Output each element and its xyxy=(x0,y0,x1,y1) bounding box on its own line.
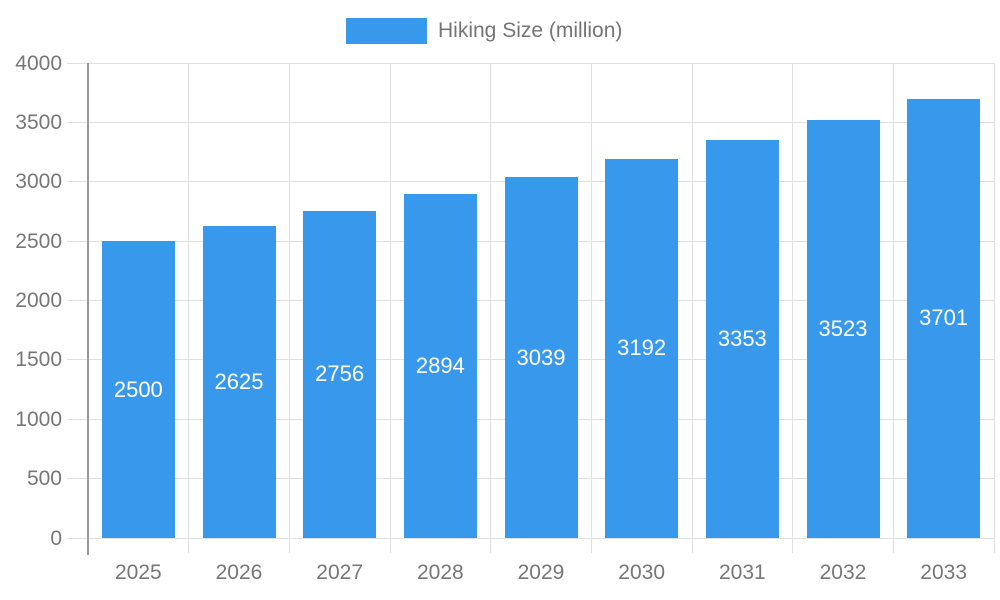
bar: 2756 xyxy=(303,210,377,538)
bar-value-label: 3353 xyxy=(717,325,767,351)
gridline-horizontal xyxy=(67,62,994,64)
y-tick-label: 3500 xyxy=(15,110,62,134)
y-tick-label: 2000 xyxy=(15,289,62,312)
gridline-horizontal xyxy=(67,121,994,123)
x-tick-label: 2028 xyxy=(416,561,464,584)
bar-value-label: 3701 xyxy=(919,305,969,331)
bar: 3192 xyxy=(605,158,679,538)
x-tick-label: 2027 xyxy=(316,561,364,584)
x-tick-label: 2029 xyxy=(517,561,565,584)
bar-value-label: 2756 xyxy=(315,361,365,387)
bar-value-label: 2894 xyxy=(415,353,465,379)
y-tick-label: 0 xyxy=(50,526,62,550)
y-tick-label: 2500 xyxy=(15,229,62,253)
x-tick-label: 2032 xyxy=(819,561,867,584)
y-tick-label: 3000 xyxy=(15,170,62,194)
x-tick-label: 2026 xyxy=(215,561,263,584)
x-tick-label: 2031 xyxy=(718,561,766,584)
x-tick-label: 2030 xyxy=(618,561,666,584)
x-tick-label: 2025 xyxy=(114,561,162,584)
legend-label: Hiking Size (million) xyxy=(438,19,623,42)
gridline-vertical xyxy=(792,63,794,553)
bar: 3523 xyxy=(806,119,880,538)
gridline-vertical xyxy=(288,63,290,553)
gridline-vertical xyxy=(389,63,391,553)
bar-value-label: 3039 xyxy=(516,344,566,370)
bar: 2500 xyxy=(101,241,175,538)
y-tick-label: 4000 xyxy=(15,51,62,75)
bar: 2894 xyxy=(403,194,477,538)
y-axis-line xyxy=(87,63,89,555)
gridline-vertical xyxy=(993,63,995,553)
bar: 3353 xyxy=(705,139,779,538)
chart-legend: Hiking Size (million) xyxy=(346,18,622,44)
gridline-horizontal xyxy=(67,537,994,539)
bar-value-label: 2500 xyxy=(113,376,163,402)
y-tick-label: 500 xyxy=(26,467,62,491)
bar-value-label: 3192 xyxy=(617,335,667,361)
y-tick-label: 1000 xyxy=(15,407,62,431)
gridline-vertical xyxy=(490,63,492,553)
x-tick-label: 2033 xyxy=(920,561,968,584)
bar: 2625 xyxy=(202,226,276,538)
bar: 3701 xyxy=(907,98,981,538)
gridline-vertical xyxy=(892,63,894,553)
legend-swatch xyxy=(346,18,427,44)
gridline-vertical xyxy=(691,63,693,553)
gridline-vertical xyxy=(590,63,592,553)
bar: 3039 xyxy=(504,177,578,538)
bar-value-label: 3523 xyxy=(818,315,868,341)
gridline-vertical xyxy=(188,63,190,553)
y-tick-label: 1500 xyxy=(15,348,62,372)
bar-value-label: 2625 xyxy=(214,369,264,395)
